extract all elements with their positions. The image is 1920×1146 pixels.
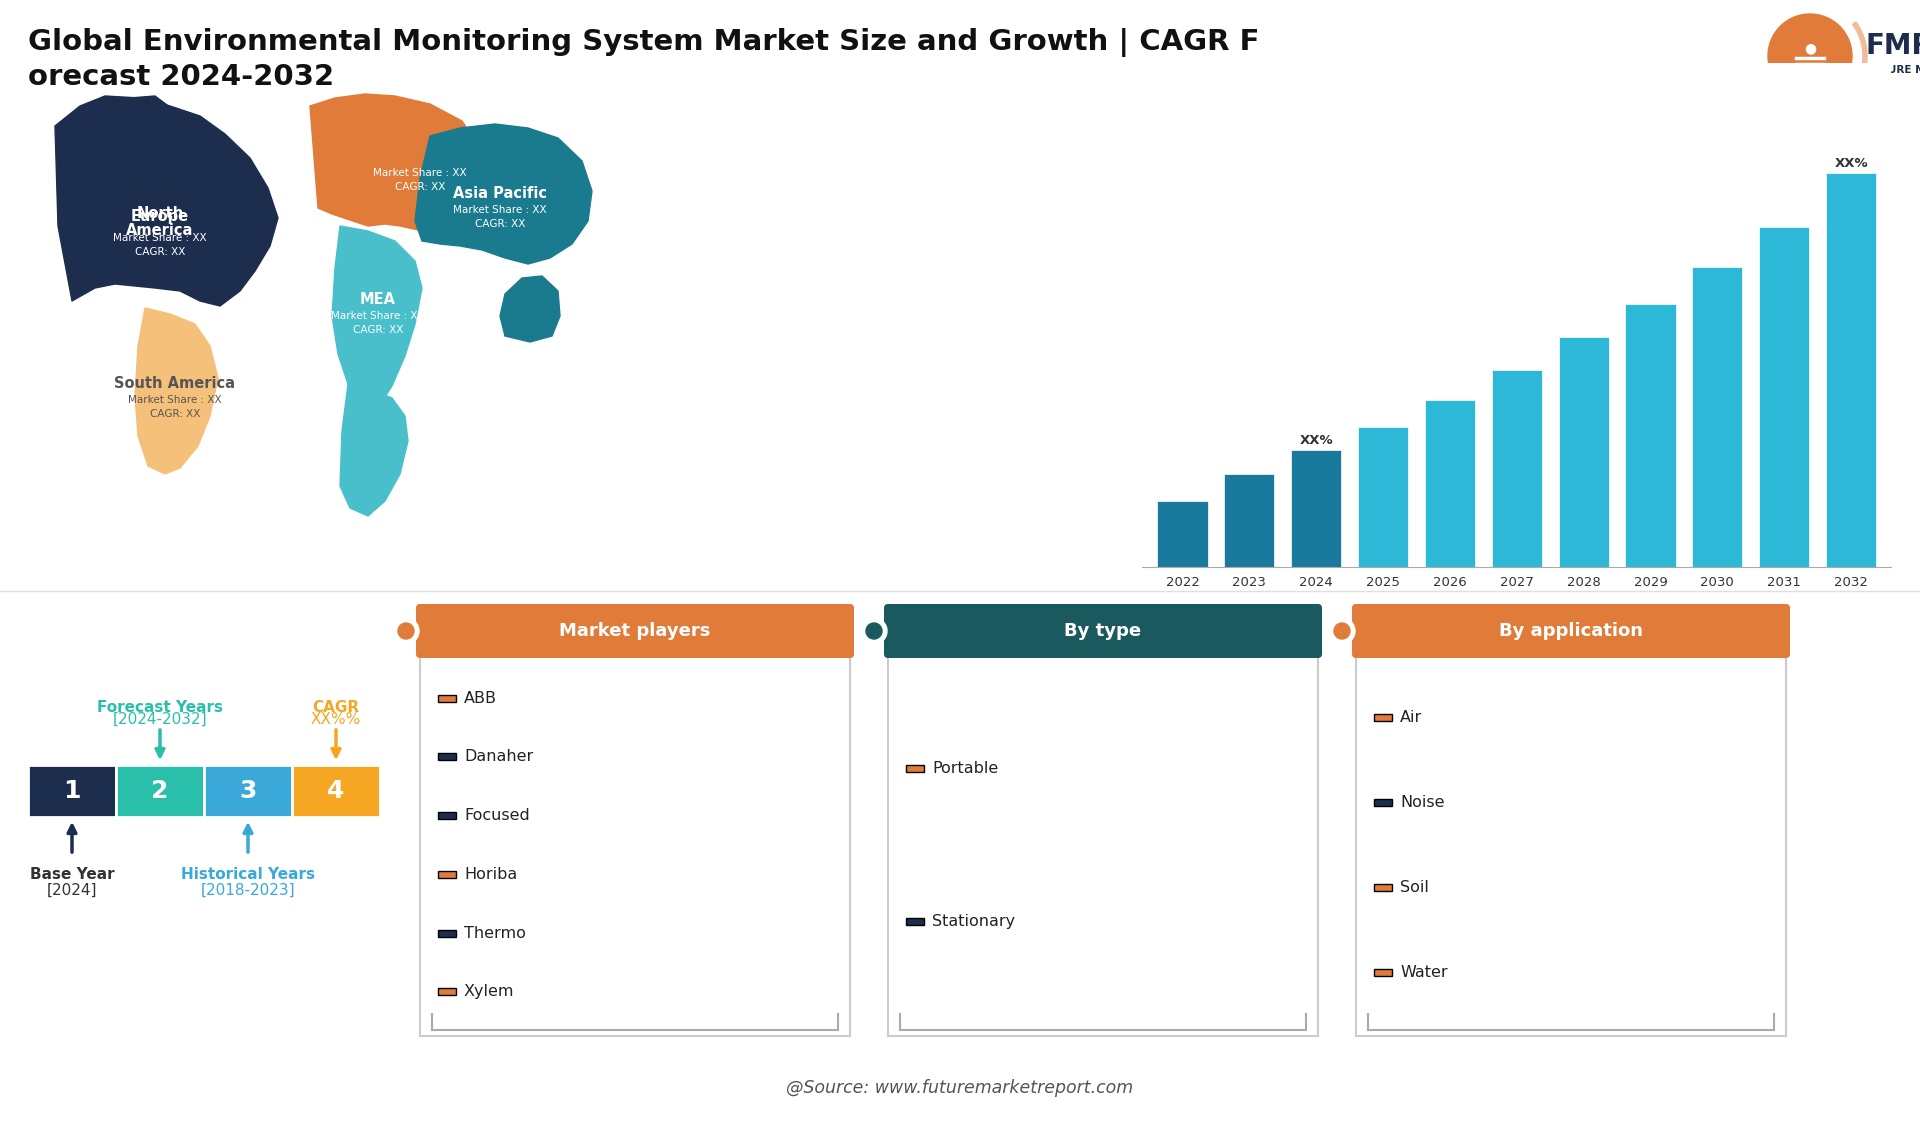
Text: Market players: Market players — [559, 622, 710, 639]
Text: By type: By type — [1064, 622, 1142, 639]
Polygon shape — [415, 124, 591, 264]
Text: MEA: MEA — [361, 292, 396, 307]
FancyBboxPatch shape — [883, 604, 1323, 658]
Text: Water: Water — [1400, 965, 1448, 980]
Bar — [1826, 173, 1876, 567]
Bar — [1759, 227, 1809, 567]
FancyBboxPatch shape — [438, 871, 457, 878]
Text: [2018-2023]: [2018-2023] — [202, 884, 296, 898]
Circle shape — [1334, 623, 1350, 639]
Polygon shape — [134, 308, 219, 474]
FancyBboxPatch shape — [906, 918, 924, 925]
Text: [2024]: [2024] — [46, 884, 98, 898]
Text: Market Share : XX: Market Share : XX — [372, 168, 467, 178]
FancyBboxPatch shape — [438, 753, 457, 760]
Circle shape — [866, 623, 881, 639]
Text: [2024-2032]: [2024-2032] — [113, 712, 207, 727]
FancyBboxPatch shape — [29, 766, 115, 817]
Bar — [1559, 337, 1609, 567]
Text: Base Year: Base Year — [29, 868, 115, 882]
Bar — [1492, 370, 1542, 567]
Circle shape — [1768, 14, 1853, 99]
Circle shape — [397, 623, 415, 639]
FancyBboxPatch shape — [1375, 968, 1392, 976]
Bar — [1158, 501, 1208, 567]
Text: 2: 2 — [152, 779, 169, 803]
Polygon shape — [332, 226, 422, 408]
Text: CAGR: XX: CAGR: XX — [150, 409, 200, 419]
Text: Asia Pacific: Asia Pacific — [453, 187, 547, 202]
Text: FUTURE MARKET REPORT: FUTURE MARKET REPORT — [1864, 65, 1920, 74]
Text: Focused: Focused — [465, 808, 530, 823]
Text: CAGR: XX: CAGR: XX — [474, 219, 526, 229]
FancyBboxPatch shape — [1375, 714, 1392, 721]
Text: orecast 2024-2032: orecast 2024-2032 — [29, 63, 334, 91]
FancyBboxPatch shape — [204, 766, 292, 817]
FancyBboxPatch shape — [438, 929, 457, 936]
Text: North
America: North America — [127, 206, 194, 238]
Text: CAGR: XX: CAGR: XX — [396, 182, 445, 193]
Text: XX%: XX% — [1300, 434, 1332, 447]
FancyBboxPatch shape — [438, 694, 457, 701]
Text: 1: 1 — [63, 779, 81, 803]
FancyBboxPatch shape — [1352, 604, 1789, 658]
Circle shape — [860, 618, 887, 644]
Circle shape — [1329, 618, 1356, 644]
Text: Thermo: Thermo — [465, 926, 526, 941]
FancyBboxPatch shape — [292, 766, 380, 817]
FancyBboxPatch shape — [438, 813, 457, 819]
Text: By application: By application — [1500, 622, 1644, 639]
Text: Stationary: Stationary — [931, 913, 1016, 929]
Bar — [1425, 400, 1475, 567]
Text: @Source: www.futuremarketreport.com: @Source: www.futuremarketreport.com — [787, 1080, 1133, 1097]
FancyBboxPatch shape — [1375, 799, 1392, 806]
Polygon shape — [131, 96, 175, 126]
Text: Market Share : XX: Market Share : XX — [129, 395, 223, 405]
FancyBboxPatch shape — [1356, 654, 1786, 1036]
Polygon shape — [56, 96, 278, 306]
Text: FMR: FMR — [1864, 32, 1920, 60]
Text: XX%%: XX%% — [311, 712, 361, 727]
Text: South America: South America — [115, 377, 236, 392]
Text: Danaher: Danaher — [465, 749, 534, 764]
Text: Soil: Soil — [1400, 880, 1428, 895]
Text: Environmental Monitoring System
Market Size Growth In
Bln or Mln: Environmental Monitoring System Market S… — [1142, 68, 1461, 144]
Text: Historical Years: Historical Years — [180, 868, 315, 882]
Text: Xylem: Xylem — [465, 984, 515, 999]
Polygon shape — [499, 276, 561, 342]
Text: Noise: Noise — [1400, 795, 1444, 810]
Text: Forecast Years: Forecast Years — [98, 700, 223, 715]
Bar — [1225, 473, 1275, 567]
FancyBboxPatch shape — [115, 766, 204, 817]
Text: CAGR: XX: CAGR: XX — [353, 325, 403, 335]
Text: Market Share : XX: Market Share : XX — [453, 205, 547, 215]
Text: Air: Air — [1400, 711, 1423, 725]
Text: ABB: ABB — [465, 691, 497, 706]
FancyBboxPatch shape — [417, 604, 854, 658]
Text: Europe: Europe — [131, 209, 188, 223]
Bar — [1357, 427, 1407, 567]
FancyBboxPatch shape — [420, 654, 851, 1036]
Text: 4: 4 — [326, 779, 346, 803]
Text: Portable: Portable — [931, 761, 998, 776]
Text: XX%: XX% — [1834, 157, 1868, 171]
Text: 3: 3 — [240, 779, 257, 803]
FancyBboxPatch shape — [438, 988, 457, 996]
Text: Market Share : XX: Market Share : XX — [330, 311, 424, 321]
FancyBboxPatch shape — [906, 766, 924, 772]
Text: CAGR: CAGR — [313, 700, 359, 715]
Text: ●: ● — [1805, 41, 1816, 55]
Bar — [1692, 267, 1743, 567]
FancyBboxPatch shape — [887, 654, 1317, 1036]
Polygon shape — [309, 94, 488, 234]
Text: CAGR: XX: CAGR: XX — [134, 248, 184, 257]
Text: Global Environmental Monitoring System Market Size and Growth | CAGR F: Global Environmental Monitoring System M… — [29, 28, 1260, 57]
FancyBboxPatch shape — [1375, 884, 1392, 890]
Polygon shape — [340, 384, 407, 516]
Text: Market Share : XX: Market Share : XX — [113, 233, 207, 243]
Circle shape — [394, 618, 419, 644]
Bar — [1626, 304, 1676, 567]
Text: Horiba: Horiba — [465, 866, 516, 882]
Bar — [1290, 450, 1342, 567]
